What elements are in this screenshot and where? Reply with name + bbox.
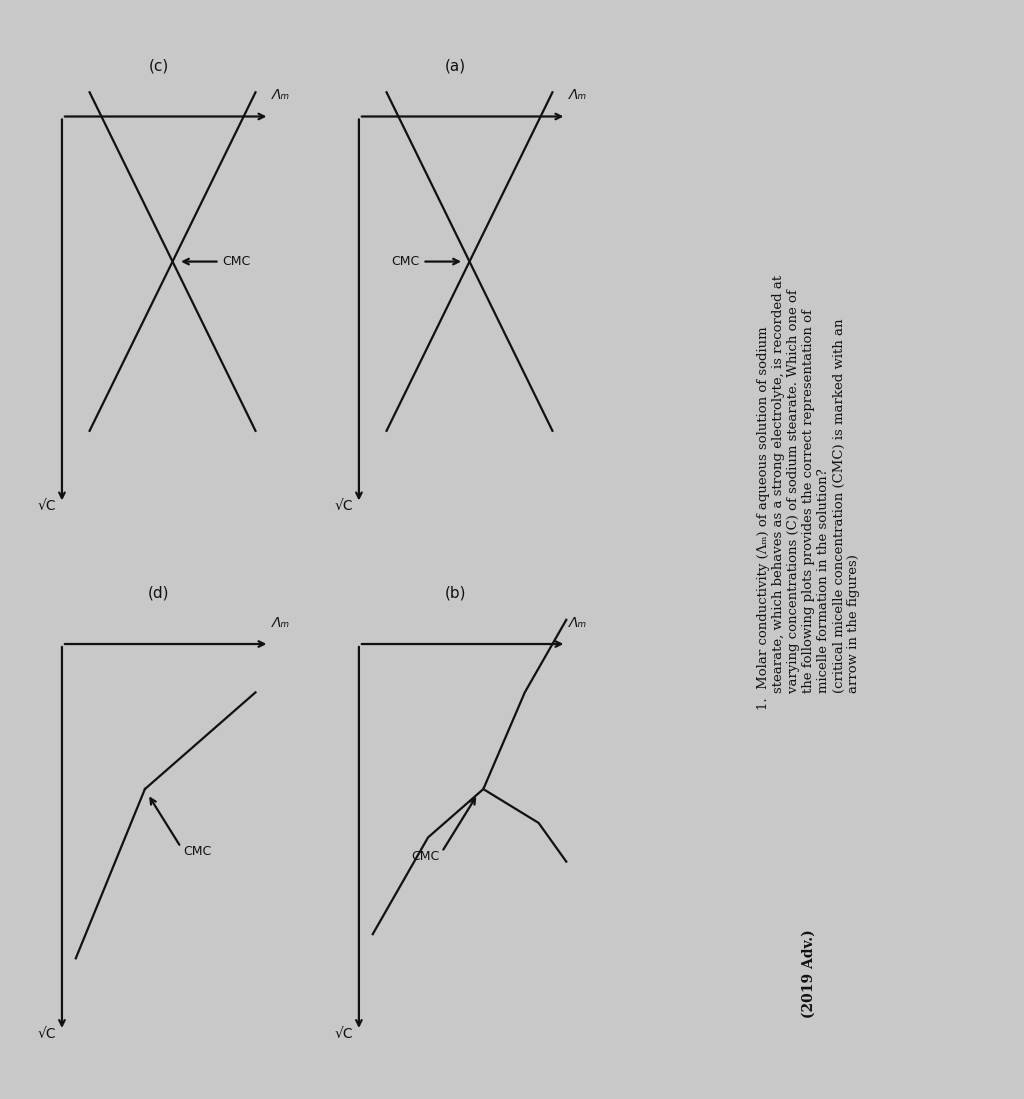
Text: 1.  Molar conductivity (Λₘ) of aqueous solution of sodium
    stearate, which be: 1. Molar conductivity (Λₘ) of aqueous so… <box>758 276 860 710</box>
Text: CMC: CMC <box>411 851 439 864</box>
Text: CMC: CMC <box>183 845 212 858</box>
Text: (c): (c) <box>148 58 169 74</box>
Text: Λₘ: Λₘ <box>272 615 290 630</box>
Text: √C: √C <box>335 499 353 513</box>
Text: (2019 Adv.): (2019 Adv.) <box>802 929 816 1018</box>
Text: Λₘ: Λₘ <box>569 88 587 102</box>
Text: Λₘ: Λₘ <box>569 615 587 630</box>
Text: (b): (b) <box>445 586 466 601</box>
Text: (a): (a) <box>445 58 466 74</box>
Text: √C: √C <box>335 1026 353 1041</box>
Text: Λₘ: Λₘ <box>272 88 290 102</box>
Text: √C: √C <box>38 1026 56 1041</box>
Text: CMC: CMC <box>391 255 420 268</box>
Text: √C: √C <box>38 499 56 513</box>
Text: CMC: CMC <box>222 255 251 268</box>
Text: (d): (d) <box>148 586 169 601</box>
